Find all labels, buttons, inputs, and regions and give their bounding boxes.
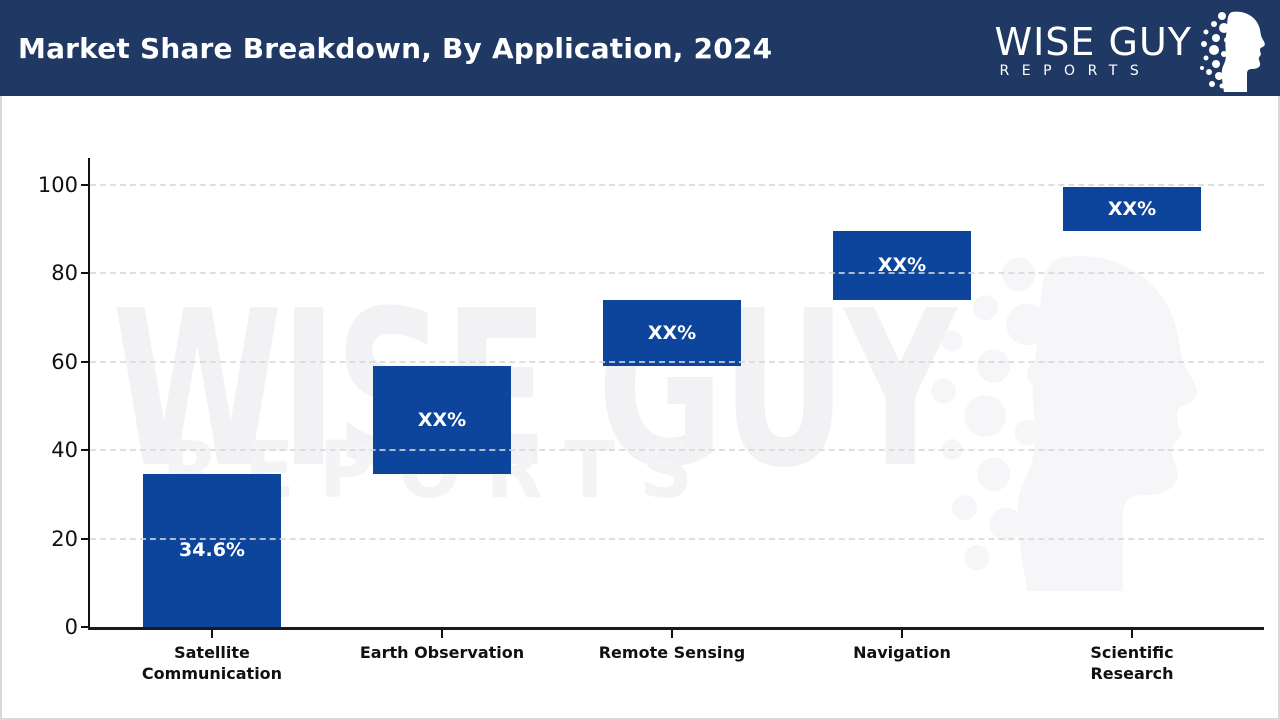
x-category-label: Earth Observation: [359, 643, 525, 662]
bar-value-label: XX%: [417, 408, 467, 431]
bar-value-label: XX%: [1107, 197, 1157, 220]
watermark-face-icon: [931, 256, 1198, 591]
grid-line: [90, 537, 1264, 540]
bar: [833, 231, 971, 300]
grid-line: [90, 449, 1264, 452]
y-tick-label: 20: [51, 526, 78, 551]
x-tick-mark: [901, 629, 903, 638]
y-tick-mark: [81, 537, 90, 540]
x-tick-mark: [1131, 629, 1133, 638]
grid-line: [90, 272, 1264, 275]
bar-value-label: 34.6%: [179, 539, 245, 562]
chart-title: Market Share Breakdown, By Application, …: [18, 31, 773, 65]
x-category-label: Navigation: [853, 643, 951, 662]
chart-area: WISE GUY REPORTS 02040608010034.6%Satell…: [0, 96, 1280, 720]
y-tick-label: 40: [51, 438, 78, 463]
x-tick-mark: [211, 629, 213, 638]
bar-value-label: XX%: [647, 321, 697, 344]
y-tick-mark: [81, 449, 90, 452]
y-tick-label: 0: [64, 615, 78, 639]
x-category-label: Remote Sensing: [598, 643, 746, 662]
wiseguy-logo: WISE GUY REPORTS: [995, 8, 1266, 92]
y-tick-mark: [81, 626, 90, 628]
logo-wordmark: WISE GUY: [994, 19, 1192, 64]
logo-face-icon: [1200, 11, 1265, 92]
grid-line: [90, 183, 1264, 186]
bar: [143, 473, 281, 627]
bar: [603, 299, 741, 366]
logo-subtitle: REPORTS: [999, 62, 1152, 79]
report-header: Market Share Breakdown, By Application, …: [0, 0, 1280, 96]
y-tick-label: 80: [51, 261, 78, 286]
bar: [1063, 186, 1201, 231]
y-tick-label: 100: [37, 172, 78, 197]
y-axis-line: [88, 158, 90, 630]
bar-value-label: XX%: [877, 254, 927, 277]
y-tick-label: 60: [51, 349, 78, 374]
bar: [373, 365, 511, 474]
y-tick-mark: [81, 183, 90, 186]
x-category-label: Satellite Communication: [141, 643, 283, 683]
x-tick-mark: [441, 629, 443, 638]
logo-text: WISE GUY REPORTS: [995, 22, 1192, 79]
x-tick-mark: [671, 629, 673, 638]
grid-line: [90, 360, 1264, 363]
x-category-label: Scientific Research: [1090, 643, 1174, 683]
x-axis-line: [88, 627, 1264, 630]
y-tick-mark: [81, 360, 90, 363]
y-tick-mark: [81, 272, 90, 275]
